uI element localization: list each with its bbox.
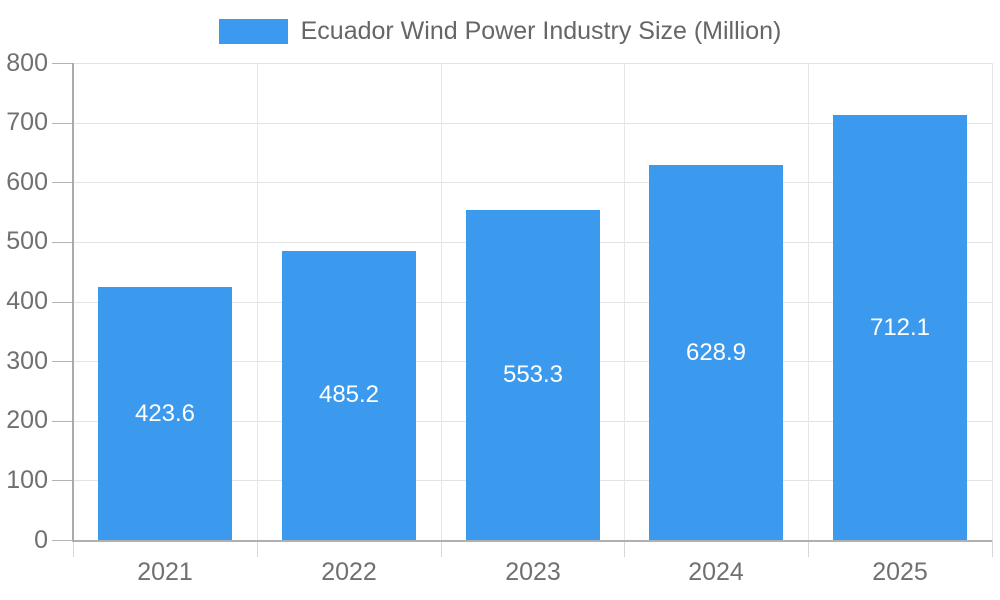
x-axis-tick-label: 2023 <box>505 558 561 586</box>
y-axis-tick <box>52 63 73 64</box>
bar-value-label: 712.1 <box>869 314 931 341</box>
y-axis-tick-label: 700 <box>6 108 48 136</box>
bar[interactable] <box>466 210 600 540</box>
bar-value-label: 628.9 <box>685 339 747 366</box>
x-gridline <box>624 63 625 540</box>
y-axis-tick <box>52 421 73 422</box>
bar-value-label: 485.2 <box>318 381 380 408</box>
y-gridline <box>73 182 992 183</box>
y-axis-tick <box>52 480 73 481</box>
y-axis-tick-label: 500 <box>6 227 48 255</box>
y-axis-tick <box>52 540 73 541</box>
x-axis-tick-label: 2021 <box>137 558 193 586</box>
y-axis-tick-label: 100 <box>6 466 48 494</box>
x-axis-tick <box>441 540 442 557</box>
bar[interactable] <box>98 287 232 540</box>
y-axis-tick-label: 600 <box>6 168 48 196</box>
y-axis-line <box>72 63 74 540</box>
x-gridline <box>257 63 258 540</box>
bar[interactable] <box>833 115 967 540</box>
x-axis-tick <box>624 540 625 557</box>
x-axis-tick <box>992 540 993 557</box>
x-axis-tick-label: 2022 <box>321 558 377 586</box>
chart-legend[interactable]: Ecuador Wind Power Industry Size (Millio… <box>0 19 1000 44</box>
y-axis-tick <box>52 182 73 183</box>
y-gridline <box>73 63 992 64</box>
legend-label: Ecuador Wind Power Industry Size (Millio… <box>300 17 782 45</box>
bar-value-label: 423.6 <box>134 400 196 427</box>
y-axis-tick <box>52 242 73 243</box>
x-axis-line <box>72 540 992 542</box>
y-axis-tick-label: 200 <box>6 406 48 434</box>
x-gridline <box>992 63 993 540</box>
x-axis-tick-label: 2025 <box>872 558 928 586</box>
y-axis-tick-label: 300 <box>6 347 48 375</box>
bar[interactable] <box>282 251 416 540</box>
y-axis-tick <box>52 302 73 303</box>
y-axis-tick-label: 400 <box>6 287 48 315</box>
x-gridline <box>441 63 442 540</box>
y-axis-tick-label: 0 <box>34 526 48 554</box>
legend-swatch <box>218 19 288 44</box>
x-axis-tick <box>257 540 258 557</box>
bar[interactable] <box>649 165 783 540</box>
bar-value-label: 553.3 <box>502 361 564 388</box>
y-axis-tick-label: 800 <box>6 49 48 77</box>
y-axis-tick <box>52 123 73 124</box>
x-axis-tick <box>808 540 809 557</box>
y-gridline <box>73 123 992 124</box>
y-axis-tick <box>52 361 73 362</box>
x-axis-tick-label: 2024 <box>688 558 744 586</box>
x-gridline <box>808 63 809 540</box>
x-axis-tick <box>73 540 74 557</box>
